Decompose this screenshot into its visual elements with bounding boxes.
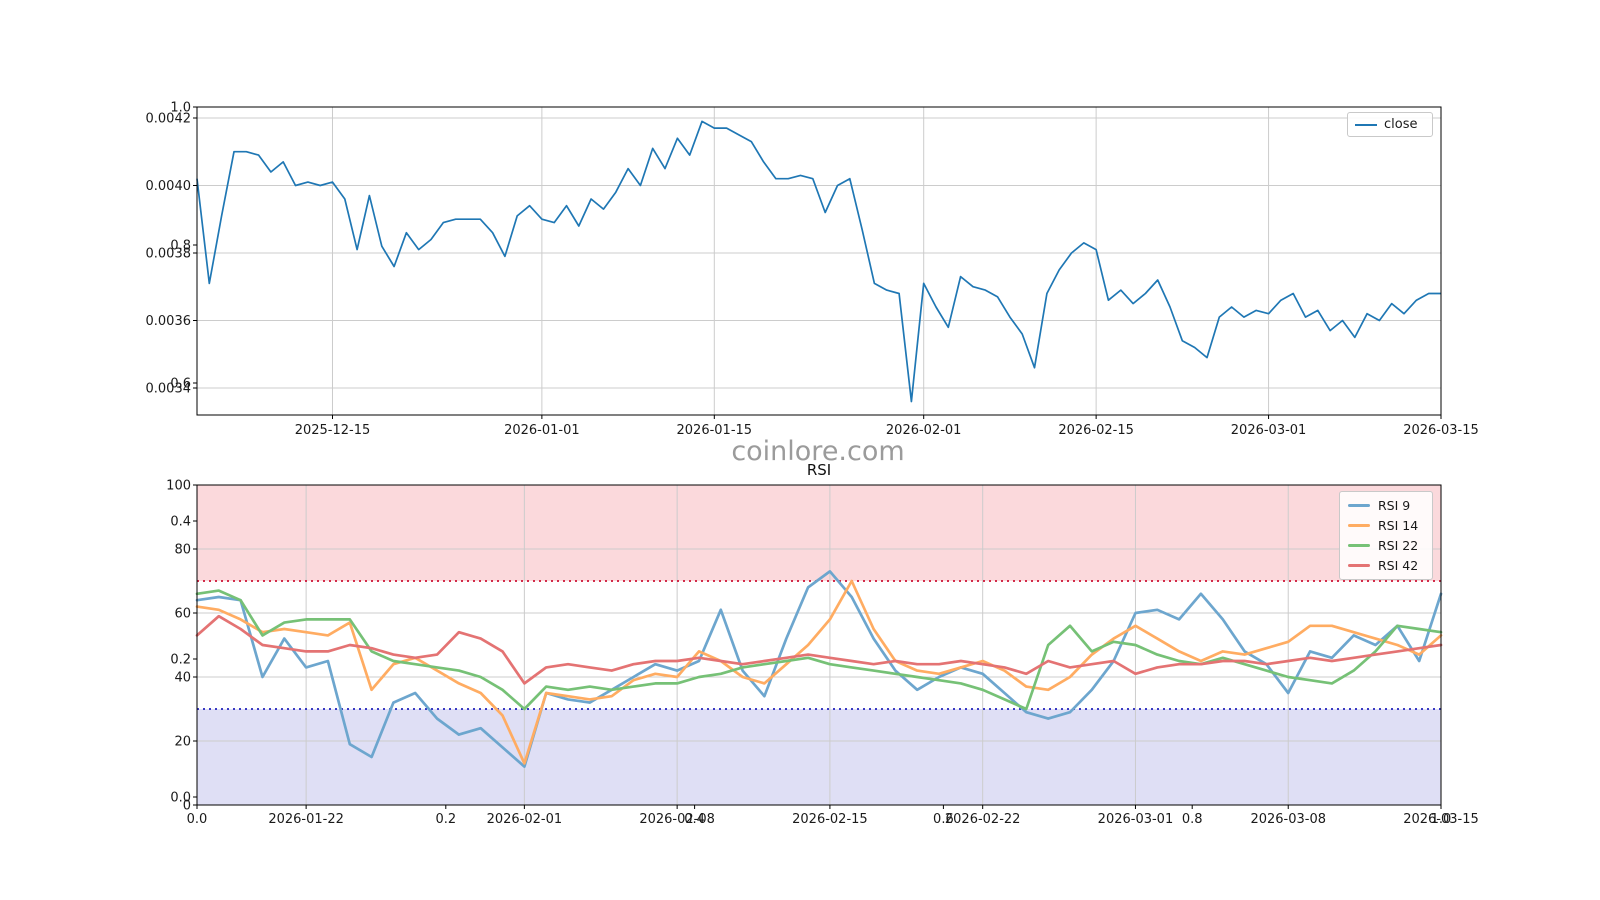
tick-label: 1.0 — [170, 101, 191, 116]
tick-label: 2026-03-01 — [1098, 812, 1174, 827]
tick-label: 2026-01-15 — [677, 423, 753, 438]
close-line-swatch — [1355, 123, 1377, 126]
tick-label: 0.4 — [684, 812, 705, 827]
price-legend-label: close — [1384, 117, 1418, 132]
price-legend: close — [1347, 112, 1433, 137]
tick-label: 0.4 — [170, 515, 191, 530]
tick-label: 2026-03-15 — [1403, 812, 1479, 827]
tick-label: 2026-03-15 — [1403, 423, 1479, 438]
rsi-line-rsi-9 — [195, 570, 1443, 768]
tick-label: 0.0042 — [146, 112, 192, 127]
rsi-axes-box — [196, 484, 1442, 806]
tick-label: 2026-03-01 — [1231, 423, 1307, 438]
tick-label: 0.0034 — [146, 382, 192, 397]
tick-label: 0.6 — [933, 812, 954, 827]
tick-label: 2026-02-22 — [945, 812, 1021, 827]
tick-label: 20 — [174, 735, 191, 750]
watermark: coinlore.com — [731, 436, 905, 467]
rsi-line-rsi-14 — [195, 579, 1443, 765]
tick-label: 0.0036 — [146, 314, 192, 329]
tick-label: 2026-03-08 — [1250, 812, 1326, 827]
price-line — [196, 120, 1441, 403]
legend-item: RSI 42 — [1348, 557, 1424, 574]
tick-label: 0.0 — [187, 812, 208, 827]
tick-label: 2026-02-15 — [792, 812, 868, 827]
tick-label: 2026-02-08 — [639, 812, 715, 827]
legend-label: RSI 9 — [1378, 498, 1411, 513]
legend-item: RSI 14 — [1348, 517, 1424, 534]
tick-label: 0.6 — [170, 377, 191, 392]
tick-label: 1.0 — [1431, 812, 1452, 827]
rsi-line-rsi-42 — [195, 614, 1443, 685]
rsi-band-oversold — [197, 709, 1441, 805]
tick-label: 100 — [166, 479, 191, 494]
legend-label: RSI 22 — [1378, 538, 1419, 553]
legend-label: RSI 14 — [1378, 518, 1419, 533]
legend-swatch — [1348, 564, 1370, 567]
price-axes-box — [196, 106, 1442, 416]
tick-label: 40 — [174, 671, 191, 686]
tick-label: 0.8 — [1182, 812, 1203, 827]
rsi-line-rsi-22 — [195, 589, 1443, 711]
legend-label: RSI 42 — [1378, 558, 1419, 573]
tick-label: 0.2 — [435, 812, 456, 827]
tick-label: 80 — [174, 543, 191, 558]
rsi-band-overbought — [197, 485, 1441, 581]
tick-label: 60 — [174, 607, 191, 622]
tick-label: 0.8 — [170, 239, 191, 254]
tick-label: 2025-12-15 — [295, 423, 371, 438]
tick-label: 2026-02-15 — [1058, 423, 1134, 438]
tick-label: 2026-01-22 — [268, 812, 344, 827]
tick-label: 2026-01-01 — [504, 423, 580, 438]
legend-item: RSI 9 — [1348, 497, 1424, 514]
tick-label: 0.0040 — [146, 179, 192, 194]
tick-label: 0.2 — [170, 653, 191, 668]
rsi-chart-title: RSI — [806, 461, 832, 479]
tick-label: 2026-02-01 — [487, 812, 563, 827]
tick-label: 0 — [183, 799, 191, 814]
rsi-legend: RSI 9 RSI 14 RSI 22 RSI 42 — [1339, 491, 1433, 580]
legend-swatch — [1348, 544, 1370, 547]
legend-item: RSI 22 — [1348, 537, 1424, 554]
tick-label: 0.0038 — [146, 247, 192, 262]
legend-swatch — [1348, 504, 1370, 507]
tick-label: 2026-02-01 — [886, 423, 962, 438]
legend-swatch — [1348, 524, 1370, 527]
tick-label: 0.0 — [170, 791, 191, 806]
